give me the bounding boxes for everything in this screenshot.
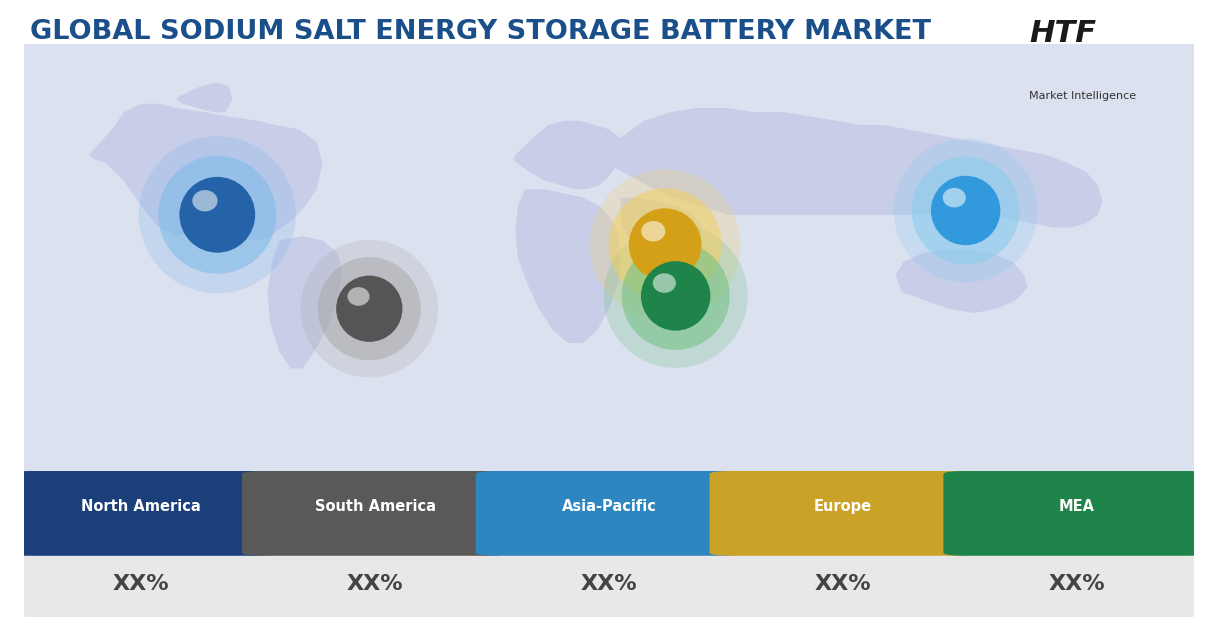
Text: XX%: XX% <box>815 574 871 594</box>
Ellipse shape <box>192 190 218 212</box>
FancyBboxPatch shape <box>499 537 719 553</box>
Ellipse shape <box>641 261 710 330</box>
Text: Market Intelligence: Market Intelligence <box>1029 91 1136 101</box>
FancyBboxPatch shape <box>944 471 1209 556</box>
Ellipse shape <box>943 188 966 207</box>
Ellipse shape <box>318 257 421 360</box>
Polygon shape <box>89 104 323 241</box>
Ellipse shape <box>158 156 276 274</box>
Text: XX%: XX% <box>347 574 403 594</box>
FancyBboxPatch shape <box>721 472 965 617</box>
Text: GLOBAL SODIUM SALT ENERGY STORAGE BATTERY MARKET: GLOBAL SODIUM SALT ENERGY STORAGE BATTER… <box>30 19 932 45</box>
FancyBboxPatch shape <box>253 472 497 617</box>
Text: XX%: XX% <box>113 574 169 594</box>
Ellipse shape <box>621 242 730 350</box>
Ellipse shape <box>641 221 665 241</box>
FancyBboxPatch shape <box>242 471 508 556</box>
FancyBboxPatch shape <box>19 472 263 617</box>
Text: South America: South America <box>314 499 436 514</box>
Text: XX%: XX% <box>1049 574 1105 594</box>
Polygon shape <box>895 249 1028 313</box>
FancyBboxPatch shape <box>24 44 1194 471</box>
Ellipse shape <box>604 224 748 368</box>
FancyBboxPatch shape <box>733 537 952 553</box>
Ellipse shape <box>590 170 741 320</box>
Ellipse shape <box>347 287 369 306</box>
Polygon shape <box>268 236 342 369</box>
Ellipse shape <box>628 208 702 281</box>
Ellipse shape <box>653 273 676 293</box>
Text: MEA: MEA <box>1058 499 1095 514</box>
Ellipse shape <box>931 176 1000 245</box>
Ellipse shape <box>139 136 296 293</box>
FancyBboxPatch shape <box>9 471 274 556</box>
FancyBboxPatch shape <box>266 537 485 553</box>
FancyBboxPatch shape <box>32 537 251 553</box>
FancyBboxPatch shape <box>487 472 731 617</box>
FancyBboxPatch shape <box>967 537 1186 553</box>
Ellipse shape <box>894 139 1038 283</box>
FancyBboxPatch shape <box>710 471 976 556</box>
FancyBboxPatch shape <box>955 472 1199 617</box>
Polygon shape <box>515 189 621 343</box>
Polygon shape <box>597 108 1102 227</box>
Text: Asia-Pacific: Asia-Pacific <box>561 499 657 514</box>
Polygon shape <box>621 198 703 253</box>
Ellipse shape <box>301 240 438 377</box>
Polygon shape <box>177 82 233 112</box>
FancyBboxPatch shape <box>476 471 742 556</box>
Ellipse shape <box>911 156 1019 264</box>
Polygon shape <box>513 121 624 189</box>
Ellipse shape <box>609 188 721 301</box>
Text: North America: North America <box>82 499 201 514</box>
Text: Europe: Europe <box>814 499 872 514</box>
Ellipse shape <box>179 177 256 252</box>
Text: HTF: HTF <box>1029 19 1096 48</box>
Text: XX%: XX% <box>581 574 637 594</box>
Ellipse shape <box>336 276 402 342</box>
